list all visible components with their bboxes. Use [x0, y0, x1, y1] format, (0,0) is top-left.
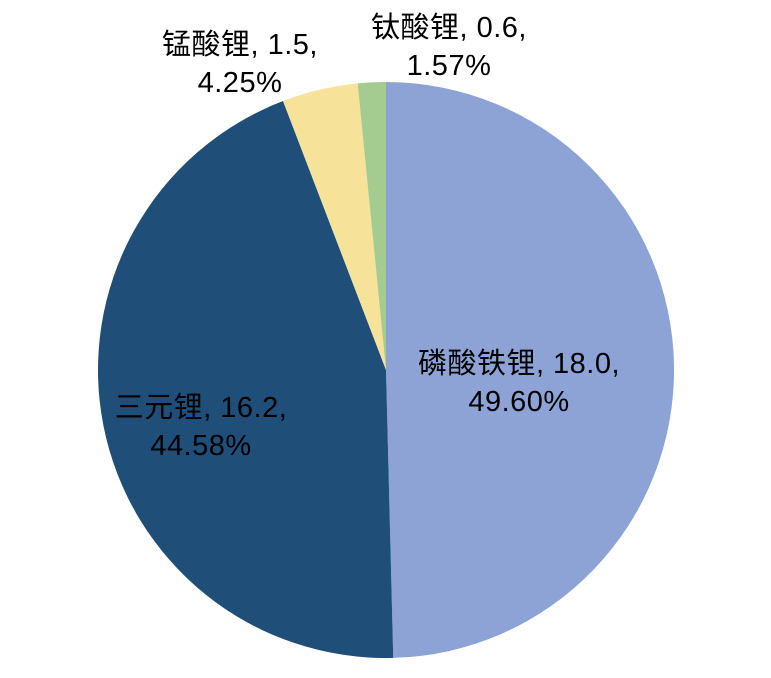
label-ternary-lithium-line2: 44.58% [150, 430, 252, 462]
label-lithium-titanate: 钛酸锂, 0.6, 1.57% [371, 9, 527, 85]
label-lifepo4: 磷酸铁锂, 18.0, 49.60% [418, 345, 620, 421]
pie-slice-lithium-manganate [283, 83, 386, 371]
label-lithium-manganate: 锰酸锂, 1.5, 4.25% [162, 26, 318, 102]
pie-slice-ternary-lithium [97, 101, 394, 659]
label-ternary-lithium: 三元锂, 16.2, 44.58% [115, 389, 288, 465]
label-lifepo4-line2: 49.60% [468, 386, 570, 418]
label-lifepo4-line1: 磷酸铁锂, 18.0, [417, 348, 621, 380]
label-lithium-titanate-line1: 钛酸锂, 0.6, [371, 12, 527, 44]
pie-slice-lifepo4 [386, 81, 675, 658]
label-lithium-manganate-line1: 锰酸锂, 1.5, [162, 29, 318, 61]
label-lithium-titanate-line2: 1.57% [406, 50, 492, 82]
label-lithium-manganate-line2: 4.25% [197, 67, 283, 99]
label-ternary-lithium-line1: 三元锂, 16.2, [114, 392, 288, 424]
pie-slice-lithium-titanate [357, 82, 386, 370]
